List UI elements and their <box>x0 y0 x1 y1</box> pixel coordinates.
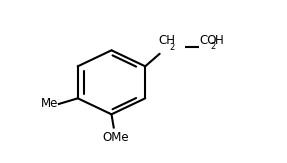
Text: CH: CH <box>158 34 175 47</box>
Text: OMe: OMe <box>103 131 129 144</box>
Text: 2: 2 <box>211 42 216 51</box>
Text: CO: CO <box>199 34 217 47</box>
Text: 2: 2 <box>169 43 175 52</box>
Text: Me: Me <box>40 97 58 110</box>
Text: H: H <box>215 34 224 47</box>
